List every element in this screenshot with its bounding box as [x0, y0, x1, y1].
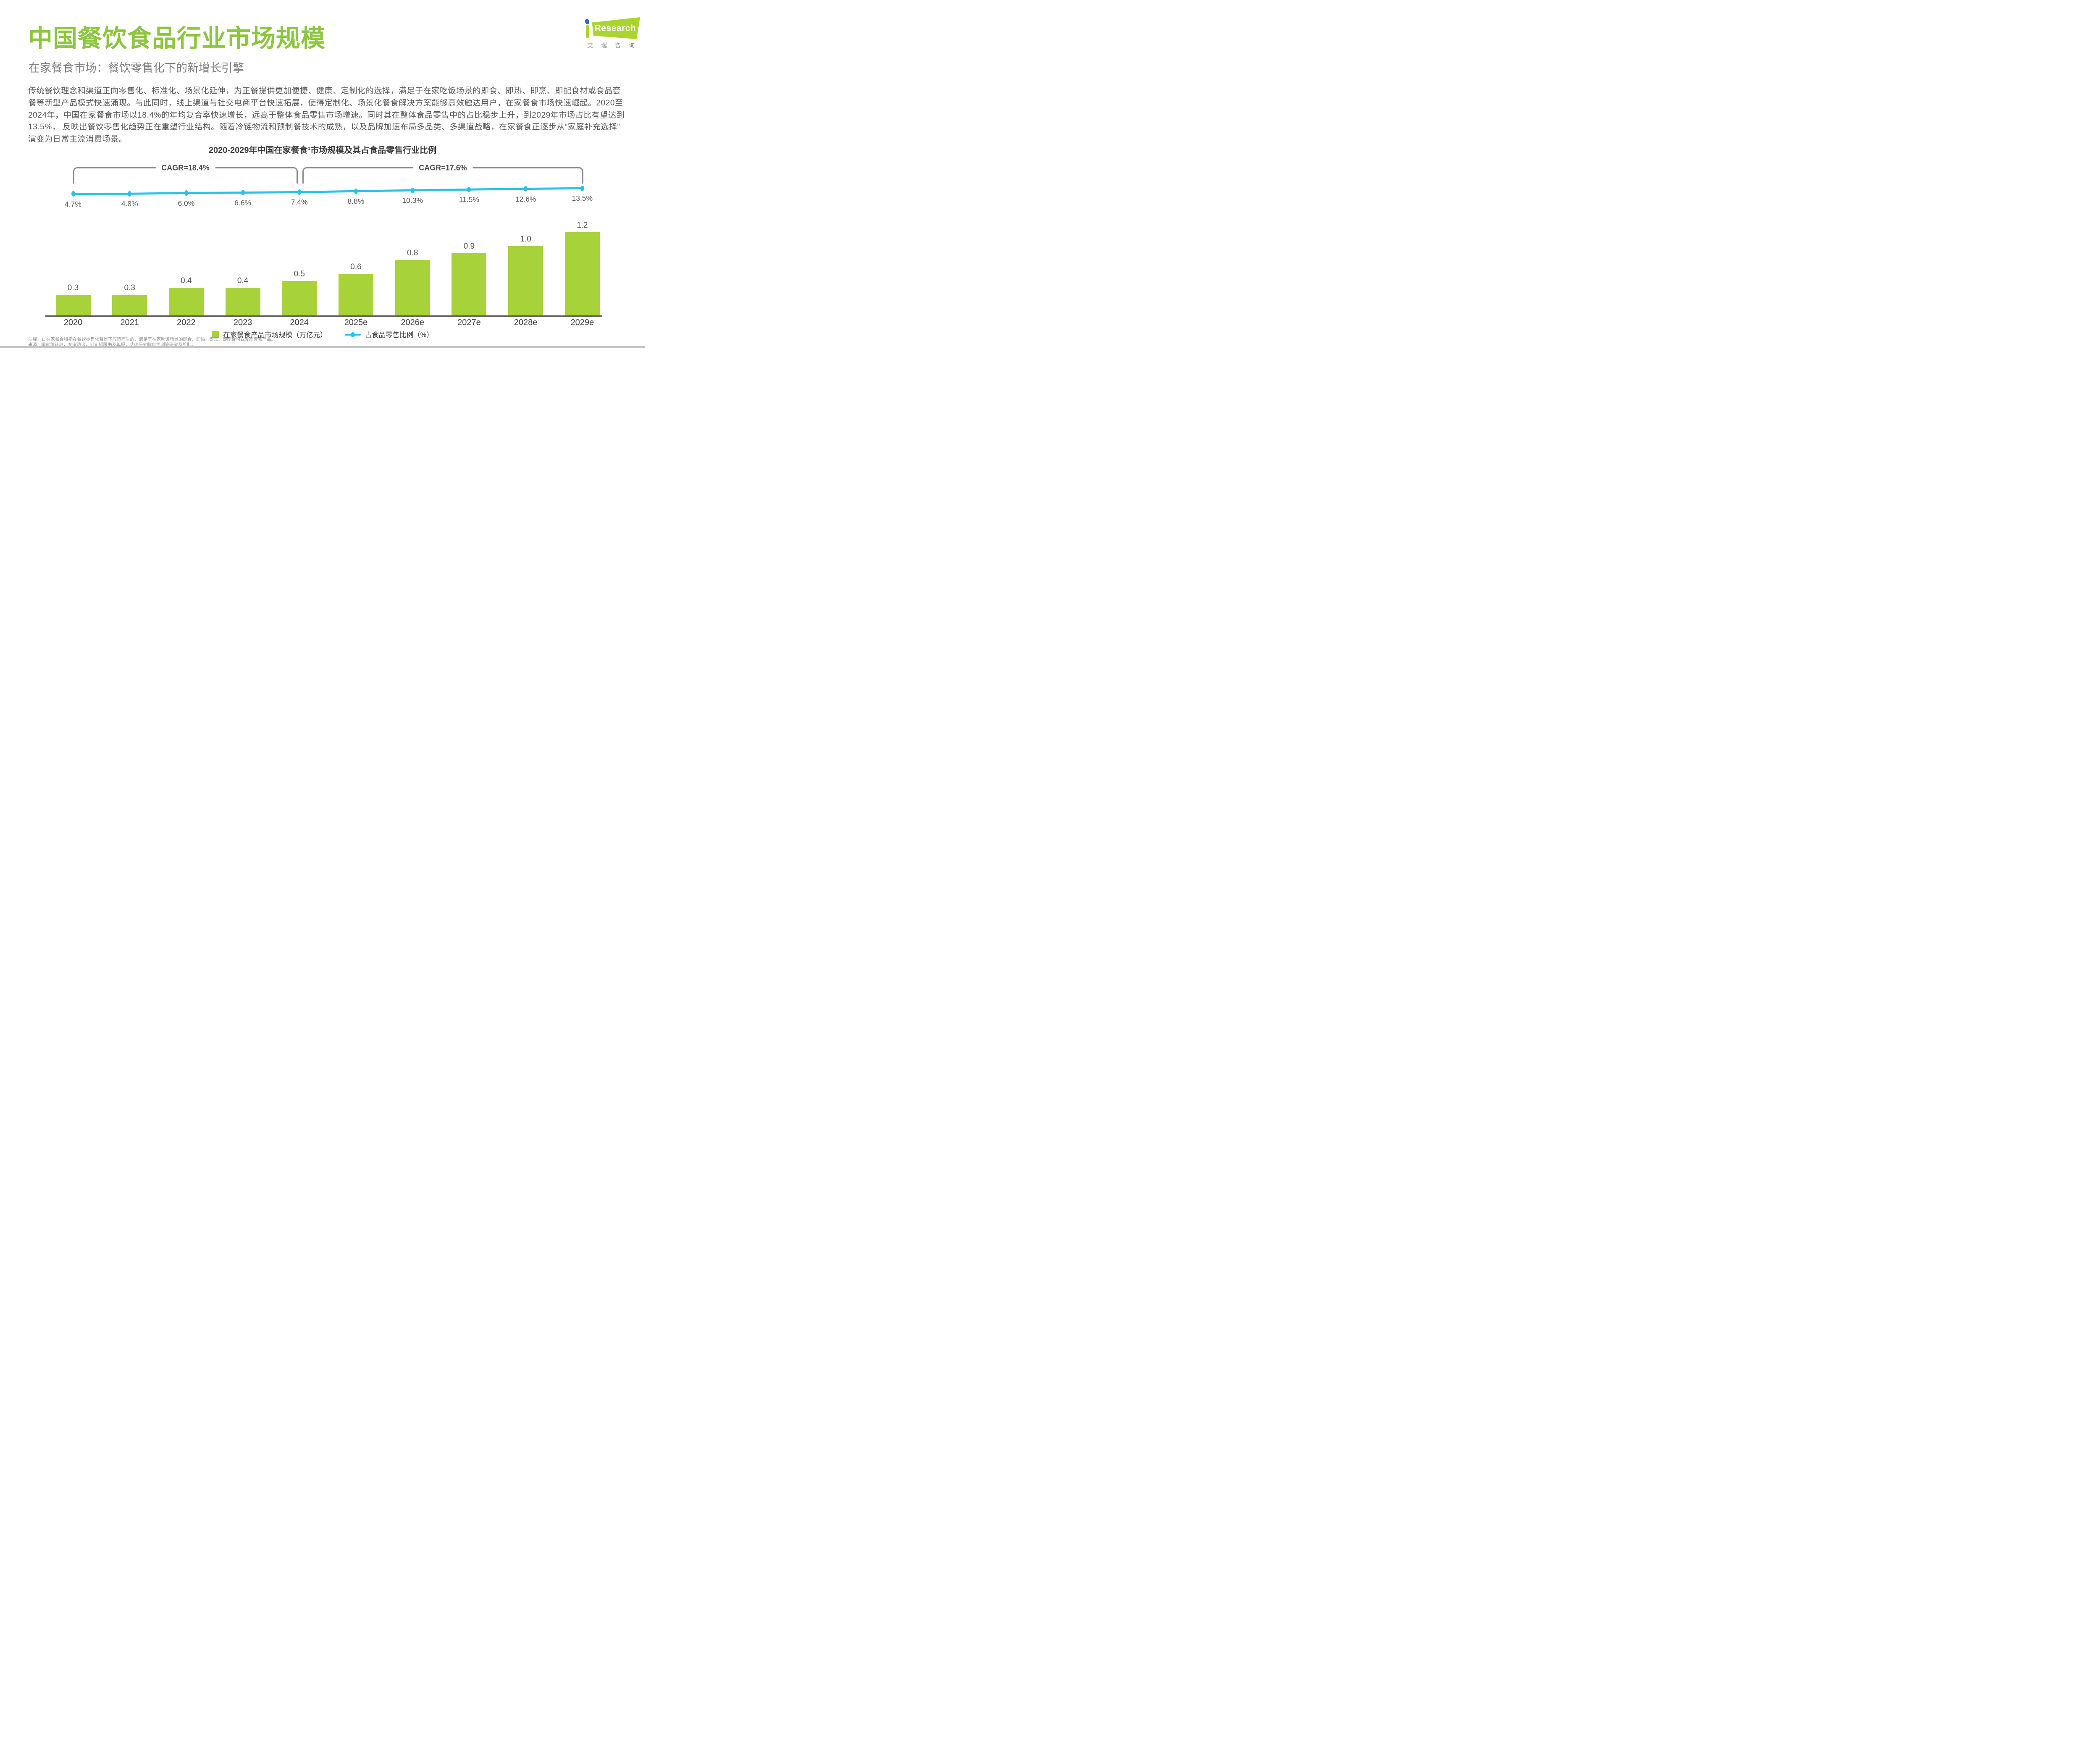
- cagr-label-right: CAGR=17.6%: [413, 163, 473, 173]
- x-axis-line: [45, 315, 602, 317]
- line-value-2021: 4.8%: [121, 199, 138, 208]
- line-point-2023: [241, 190, 245, 196]
- x-label-2021: 2021: [120, 318, 139, 327]
- line-value-2027e: 11.5%: [459, 195, 480, 204]
- bar-2025e: [339, 274, 373, 315]
- line-value-2020: 4.7%: [65, 199, 81, 208]
- chart-canvas: CAGR=18.4% CAGR=17.6% 0.3 2020 4.7% 0.3 2021…: [0, 0, 645, 348]
- line-value-2022: 6.0%: [178, 199, 195, 207]
- page-title: 中国餐饮食品行业市场规模: [28, 25, 326, 52]
- ratio-line-path: [73, 187, 583, 195]
- iresearch-logo: Research 艾瑞咨询: [584, 15, 645, 49]
- page-subtitle: 在家餐食市场：餐饮零售化下的新增长引擎: [29, 62, 244, 74]
- bar-value-2024: 0.5: [294, 269, 305, 278]
- bar-2024: [282, 281, 317, 315]
- line-series-marker-icon: [344, 332, 361, 337]
- bar-2020: [55, 294, 91, 315]
- line-value-2028e: 12.6%: [515, 194, 536, 203]
- logo-brand-text: Research: [594, 24, 636, 33]
- line-value-2025e: 8.8%: [347, 197, 365, 206]
- line-value-2023: 6.6%: [234, 198, 252, 207]
- x-label-2025e: 2025e: [344, 318, 368, 327]
- bar-2027e: [452, 253, 487, 315]
- x-label-2023: 2023: [233, 318, 252, 327]
- bar-2026e: [395, 260, 430, 315]
- footnote-note: 注释：1. 在家餐食特指在餐饮零售化背景下应运而生的，满足于在家吃饭场景的即食、…: [28, 337, 276, 342]
- cagr-bracket-right: CAGR=17.6%: [302, 163, 583, 184]
- bar-value-2025e: 0.6: [350, 262, 362, 271]
- bar-value-2020: 0.3: [67, 283, 79, 292]
- line-point-2021: [128, 191, 132, 197]
- logo-i-stem-icon: [586, 25, 589, 38]
- bar-series-swatch-icon: [212, 331, 219, 338]
- chart-legend: 在家餐食产品市场规模（万亿元） 占食品零售比例（%）: [0, 329, 645, 339]
- line-point-2025e: [354, 188, 358, 194]
- bar-value-2029e: 1.2: [577, 221, 588, 230]
- line-point-2022: [184, 190, 188, 196]
- bottom-divider-bar: [0, 346, 645, 348]
- ratio-line-svg: [73, 187, 583, 195]
- x-label-2020: 2020: [63, 318, 83, 327]
- bar-value-2021: 0.3: [124, 283, 135, 292]
- x-label-2024: 2024: [290, 318, 309, 327]
- line-point-2028e: [524, 186, 528, 192]
- line-point-2026e: [410, 187, 415, 193]
- line-value-2029e: 13.5%: [572, 194, 593, 203]
- line-value-2026e: 10.3%: [402, 196, 423, 205]
- x-label-2028e: 2028e: [514, 318, 538, 327]
- cagr-bracket-left: CAGR=18.4%: [73, 163, 298, 184]
- cagr-label-left: CAGR=18.4%: [155, 163, 215, 173]
- report-page: 中国餐饮食品行业市场规模 Research 艾瑞咨询 在家餐食市场：餐饮零售化下…: [0, 0, 645, 348]
- logo-chinese-name: 艾瑞咨询: [587, 42, 643, 49]
- legend-item-bar: 在家餐食产品市场规模（万亿元）: [212, 329, 327, 339]
- bar-2021: [112, 294, 147, 315]
- bar-value-2028e: 1.0: [520, 235, 531, 244]
- bar-value-2022: 0.4: [181, 276, 192, 285]
- x-label-2022: 2022: [177, 318, 196, 327]
- line-point-2024: [297, 189, 302, 195]
- line-value-2024: 7.4%: [291, 198, 308, 207]
- bar-value-2023: 0.4: [237, 276, 249, 285]
- chart-title: 2020-2029年中国在家餐食¹市场规模及其占食品零售行业比例: [208, 146, 437, 155]
- line-point-2027e: [467, 186, 471, 192]
- bar-2023: [225, 288, 260, 315]
- bar-value-2026e: 0.8: [407, 249, 418, 257]
- x-label-2027e: 2027e: [457, 318, 481, 327]
- x-label-2029e: 2029e: [570, 318, 594, 327]
- legend-bar-label: 在家餐食产品市场规模（万亿元）: [223, 331, 327, 339]
- legend-item-line: 占食品零售比例（%）: [344, 329, 433, 339]
- bar-2029e: [564, 232, 600, 315]
- line-point-2020: [71, 191, 75, 197]
- line-point-2029e: [580, 185, 584, 191]
- legend-line-label: 占食品零售比例（%）: [365, 331, 433, 339]
- bar-2028e: [508, 246, 543, 315]
- bar-value-2027e: 0.9: [463, 241, 475, 251]
- body-paragraph: 传统餐饮理念和渠道正向零售化、标准化、场景化延伸，为正餐提供更加便捷、健康、定制…: [28, 87, 625, 144]
- x-label-2026e: 2026e: [401, 318, 424, 327]
- bar-2022: [168, 288, 204, 315]
